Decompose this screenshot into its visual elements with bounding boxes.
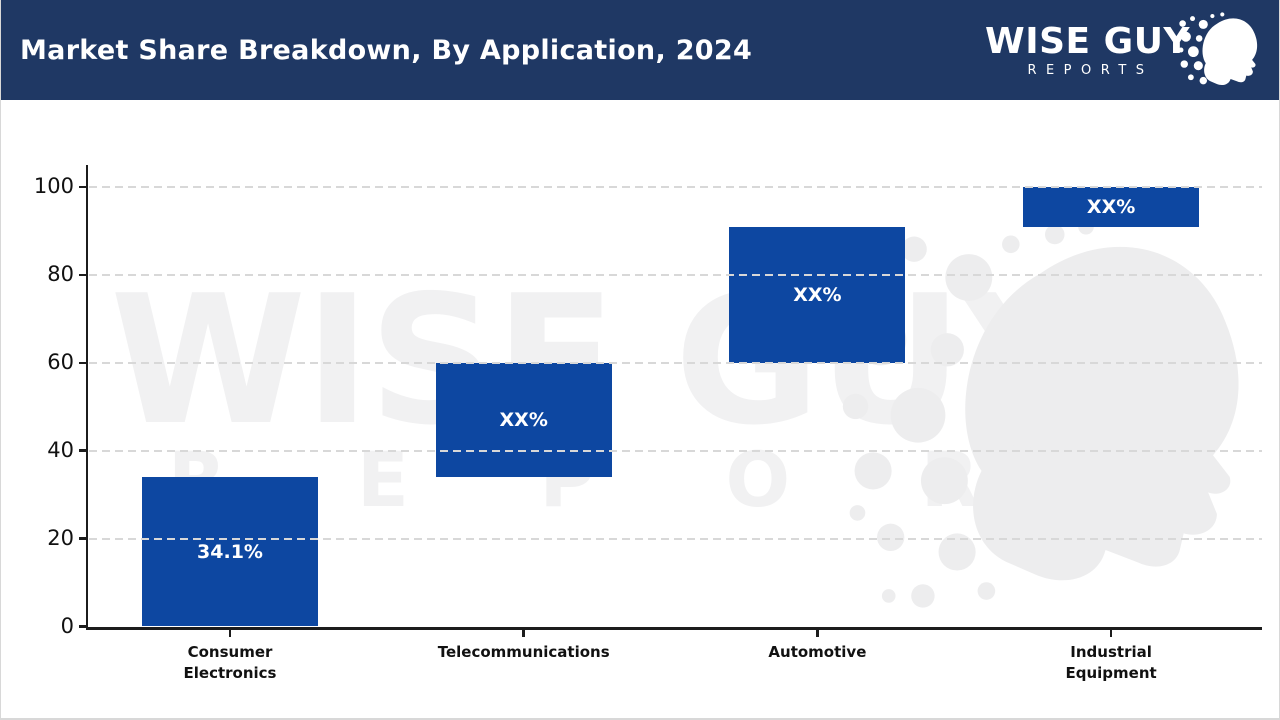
y-tick-label: 80	[47, 261, 74, 286]
y-tick-mark	[79, 273, 88, 277]
y-axis-line	[85, 165, 88, 630]
bar-industrial-equipment	[1023, 186, 1200, 227]
y-tick-label: 40	[47, 437, 74, 462]
x-tick-label-consumer-electronics: Consumer Electronics	[115, 642, 345, 684]
x-tick-label-line: Consumer	[187, 642, 273, 661]
gridline-20	[89, 537, 1262, 540]
bar-value-label-automotive: XX%	[793, 283, 842, 306]
x-tick-mark	[228, 629, 232, 637]
y-tick-label: 0	[60, 613, 74, 638]
x-tick-label-line: Telecommunications	[437, 642, 610, 661]
y-tick-label: 60	[47, 349, 74, 374]
gridline-60	[89, 361, 1262, 364]
y-tick-mark	[79, 361, 88, 365]
x-tick-mark	[522, 629, 525, 637]
bar-consumer-electronics	[142, 476, 318, 627]
x-tick-label-automotive: Automotive	[702, 642, 932, 663]
page-title: Market Share Breakdown, By Application, …	[20, 34, 753, 66]
y-tick-mark	[79, 625, 88, 628]
bar-telecommunications	[435, 362, 612, 477]
y-tick-mark	[79, 449, 88, 452]
y-tick-label: 20	[47, 525, 74, 550]
x-tick-label-line: Electronics	[183, 663, 277, 682]
brand-subname: REPORTS	[1027, 62, 1154, 78]
x-tick-label-industrial-equipment: Industrial Equipment	[996, 642, 1226, 684]
gridline-100	[89, 185, 1262, 188]
header-bar: Market Share Breakdown, By Application, …	[0, 0, 1280, 100]
x-tick-mark	[816, 629, 819, 637]
y-tick-mark	[79, 185, 88, 189]
brand-face-icon	[1178, 12, 1258, 86]
bar-automotive	[729, 226, 906, 363]
chart-area: WISE GUY R E P O R T S 0 20 40 60 80 100 34.1%…	[0, 100, 1280, 720]
x-tick-label-telecommunications: Telecommunications	[409, 642, 639, 663]
bar-value-label-industrial-equipment: XX%	[1086, 195, 1136, 218]
gridline-80	[89, 273, 1262, 276]
x-axis-line	[85, 626, 1262, 630]
x-tick-label-line: Industrial	[1070, 642, 1152, 661]
brand-logo: WISE GUY REPORTS	[985, 11, 1262, 89]
y-tick-mark	[79, 537, 88, 540]
x-tick-label-line: Automotive	[768, 642, 867, 661]
y-tick-label: 100	[33, 173, 74, 198]
brand-logo-text: WISE GUY REPORTS	[984, 20, 1190, 78]
x-tick-label-line: Equipment	[1065, 663, 1157, 682]
bar-value-label-telecommunications: XX%	[499, 408, 548, 431]
x-tick-mark	[1109, 629, 1113, 637]
bar-value-label-consumer-electronics: 34.1%	[197, 540, 263, 563]
brand-name: WISE GUY	[984, 20, 1190, 62]
gridline-40	[89, 449, 1262, 452]
